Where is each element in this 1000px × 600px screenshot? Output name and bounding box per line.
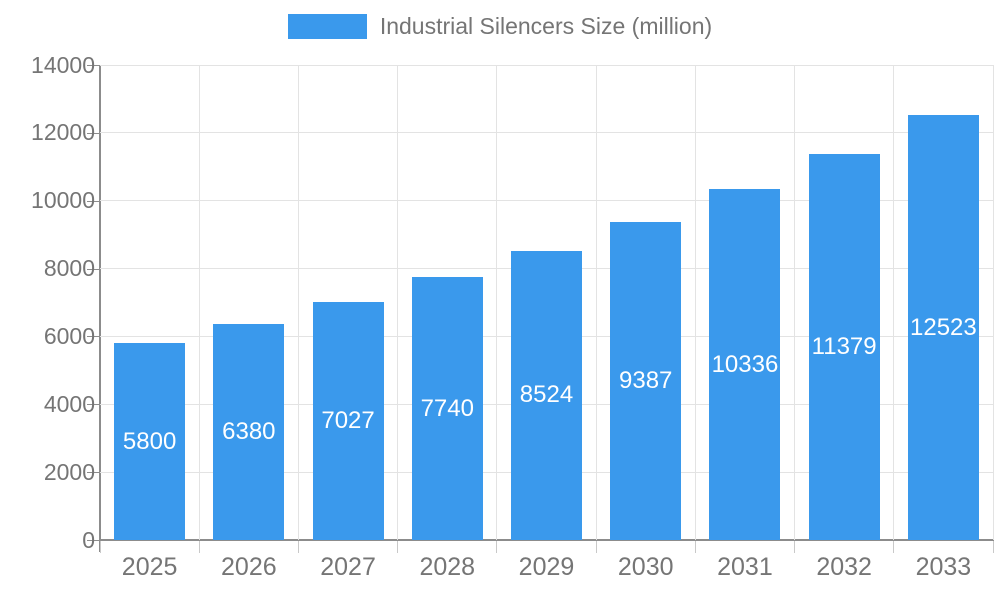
x-axis-tick [893,541,895,553]
y-axis-tick [87,65,99,66]
y-axis-tick [87,336,99,338]
x-axis-label: 2031 [717,553,773,581]
bar-2028[interactable]: 7740 [411,277,483,540]
x-grid-line [496,65,498,540]
x-axis-tick [794,541,796,553]
y-axis-tick [87,132,99,134]
x-axis-label: 2028 [419,553,476,581]
bar-value-label: 11379 [811,332,877,360]
x-grid-line [694,65,696,540]
y-grid-line [100,132,993,134]
bar-2031[interactable]: 10336 [709,189,781,540]
x-grid-line [397,65,399,540]
legend[interactable]: Industrial Silencers Size (million) [0,14,1000,39]
legend-label: Industrial Silencers Size (million) [379,13,713,39]
x-axis-label: 2025 [121,553,178,581]
bar-value-label: 7027 [321,406,375,434]
x-grid-line [595,65,597,540]
y-axis-tick [87,200,99,202]
x-axis-line [99,539,994,541]
bar-value-label: 8524 [519,381,574,409]
y-axis-label: 0 [82,526,95,553]
bar-value-label: 6380 [222,417,276,445]
x-axis-label: 2027 [320,553,376,581]
bar-value-label: 12523 [910,313,977,341]
x-axis-label: 2029 [518,553,575,581]
bar-value-label: 10336 [711,350,779,378]
y-axis-label: 10000 [31,187,95,214]
bar-value-label: 9387 [619,366,673,394]
x-grid-line [297,65,299,540]
x-axis-tick [496,541,498,553]
bar-2033[interactable]: 12523 [907,115,979,540]
y-axis-tick [87,472,99,474]
bar-value-label: 5800 [122,427,177,455]
x-grid-line [893,65,895,540]
x-axis-tick [694,541,696,553]
legend-swatch-icon [287,14,367,39]
x-axis-label: 2030 [617,553,674,581]
x-axis-label: 2032 [816,553,872,581]
x-axis-tick [992,541,994,553]
x-axis-tick [99,541,101,553]
x-axis-tick [595,541,597,553]
y-axis-label: 6000 [43,322,95,349]
x-grid-line [992,65,994,540]
x-axis-label: 2026 [221,553,277,581]
x-axis-tick [297,541,299,553]
bar-2027[interactable]: 7027 [312,301,384,540]
bar-2029[interactable]: 8524 [511,250,582,540]
x-axis-label: 2033 [915,553,972,581]
y-axis-label: 8000 [43,255,95,282]
bar-2032[interactable]: 11379 [808,153,880,540]
bar-2025[interactable]: 5800 [114,343,186,540]
y-grid-line [100,200,993,202]
plot-area: 0 2000 4000 6000 8000 10000 12000 14000 5800 2025… [31,53,994,580]
x-axis-tick [397,541,399,553]
y-grid-line [100,64,993,66]
y-axis-label: 12000 [31,119,95,146]
y-axis-label: 14000 [31,51,95,78]
y-axis-line [99,65,101,552]
bar-2030[interactable]: 9387 [610,221,682,540]
bar-2026[interactable]: 6380 [213,323,285,540]
y-axis-tick [87,540,99,541]
y-axis-label: 4000 [43,390,95,417]
y-axis-label: 2000 [43,458,95,485]
x-grid-line [198,65,200,540]
x-axis-tick [198,541,200,553]
y-axis-tick [87,268,99,270]
bar-value-label: 7740 [420,394,474,422]
y-axis-tick [87,404,99,406]
x-grid-line [794,65,796,540]
